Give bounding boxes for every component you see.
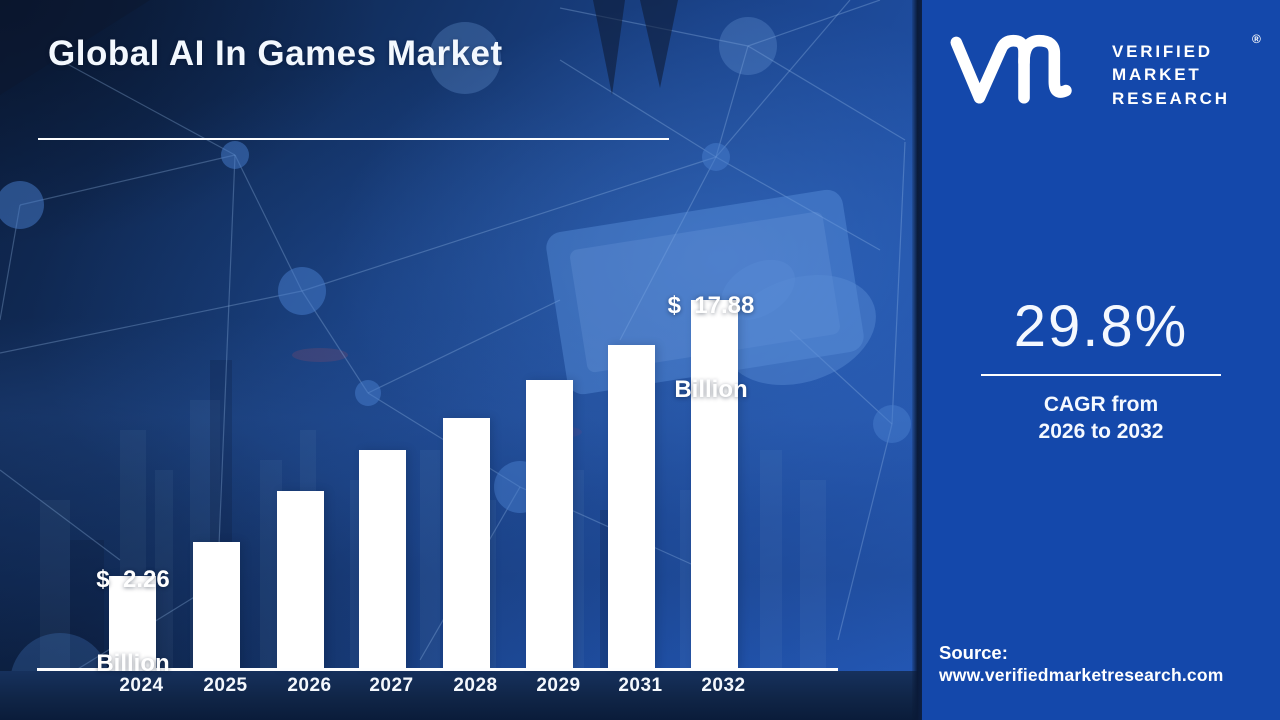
x-axis-line: [37, 668, 838, 671]
x-tick-2024: 2024: [119, 675, 164, 696]
cagr-value: 29.8%: [1013, 294, 1189, 359]
cagr-caption-line: 2026 to 2032: [1038, 420, 1164, 443]
source-label: Source:: [939, 642, 1008, 663]
bar-2024: [109, 576, 156, 669]
x-tick-2028: 2028: [453, 675, 498, 696]
bar-2026: [277, 491, 324, 669]
registered-trademark-icon: ®: [1252, 32, 1261, 46]
brand-name-line: MARKET: [1112, 65, 1202, 85]
brand-name: VERIFIED MARKET RESEARCH: [1112, 40, 1230, 110]
annotation-value-text: $ 17.88: [667, 292, 755, 319]
panel-divider: [912, 0, 922, 720]
x-tick-2025: 2025: [203, 675, 248, 696]
value-annotation-2032: $ 17.88 Billion: [626, 236, 796, 460]
x-tick-2026: 2026: [287, 675, 332, 696]
vmr-monogram-icon: [950, 34, 1072, 104]
x-tick-2031: 2031: [618, 675, 663, 696]
x-axis-band: [0, 671, 922, 720]
brand-panel: VERIFIED MARKET RESEARCH ® 29.8% CAGR fr…: [922, 0, 1280, 720]
bar-2031: [608, 345, 655, 669]
x-tick-2032: 2032: [701, 675, 746, 696]
annotation-unit-text: Billion: [674, 376, 748, 403]
x-tick-2027: 2027: [369, 675, 414, 696]
vmr-logo: VERIFIED MARKET RESEARCH ®: [938, 28, 1268, 114]
title-underline: [38, 138, 669, 140]
bar-chart: 2024 2025 2026 2027 2028 2029 2031 2032 $ 2.26 …: [37, 236, 838, 720]
annotation-unit-text: Billion: [96, 650, 170, 677]
bar-2028: [443, 418, 490, 669]
cagr-caption-line: CAGR from: [1043, 393, 1159, 416]
value-annotation-2024: $ 2.26 Billion: [48, 510, 218, 720]
main-infographic-area: Global AI In Games Market 2024 2025 2026 20…: [0, 0, 922, 720]
annotation-value-text: $ 2.26: [96, 566, 170, 593]
hand-photo-shape: [721, 259, 876, 386]
x-tick-2029: 2029: [536, 675, 581, 696]
tablet-photo-shape: [546, 189, 864, 395]
cagr-block: 29.8% CAGR from 2026 to 2032: [922, 296, 1280, 445]
bar-2029: [526, 380, 573, 669]
bar-2032: [691, 300, 738, 669]
cagr-divider: [981, 374, 1221, 376]
source-url: www.verifiedmarketresearch.com: [939, 665, 1224, 685]
brand-name-line: RESEARCH: [1112, 88, 1230, 108]
brand-name-line: VERIFIED: [1112, 42, 1213, 61]
source-block: Source: www.verifiedmarketresearch.com: [939, 641, 1224, 687]
bar-2027: [359, 450, 406, 669]
bar-2025: [193, 542, 240, 669]
page-title: Global AI In Games Market: [48, 34, 503, 73]
cagr-caption: CAGR from 2026 to 2032: [922, 391, 1280, 445]
